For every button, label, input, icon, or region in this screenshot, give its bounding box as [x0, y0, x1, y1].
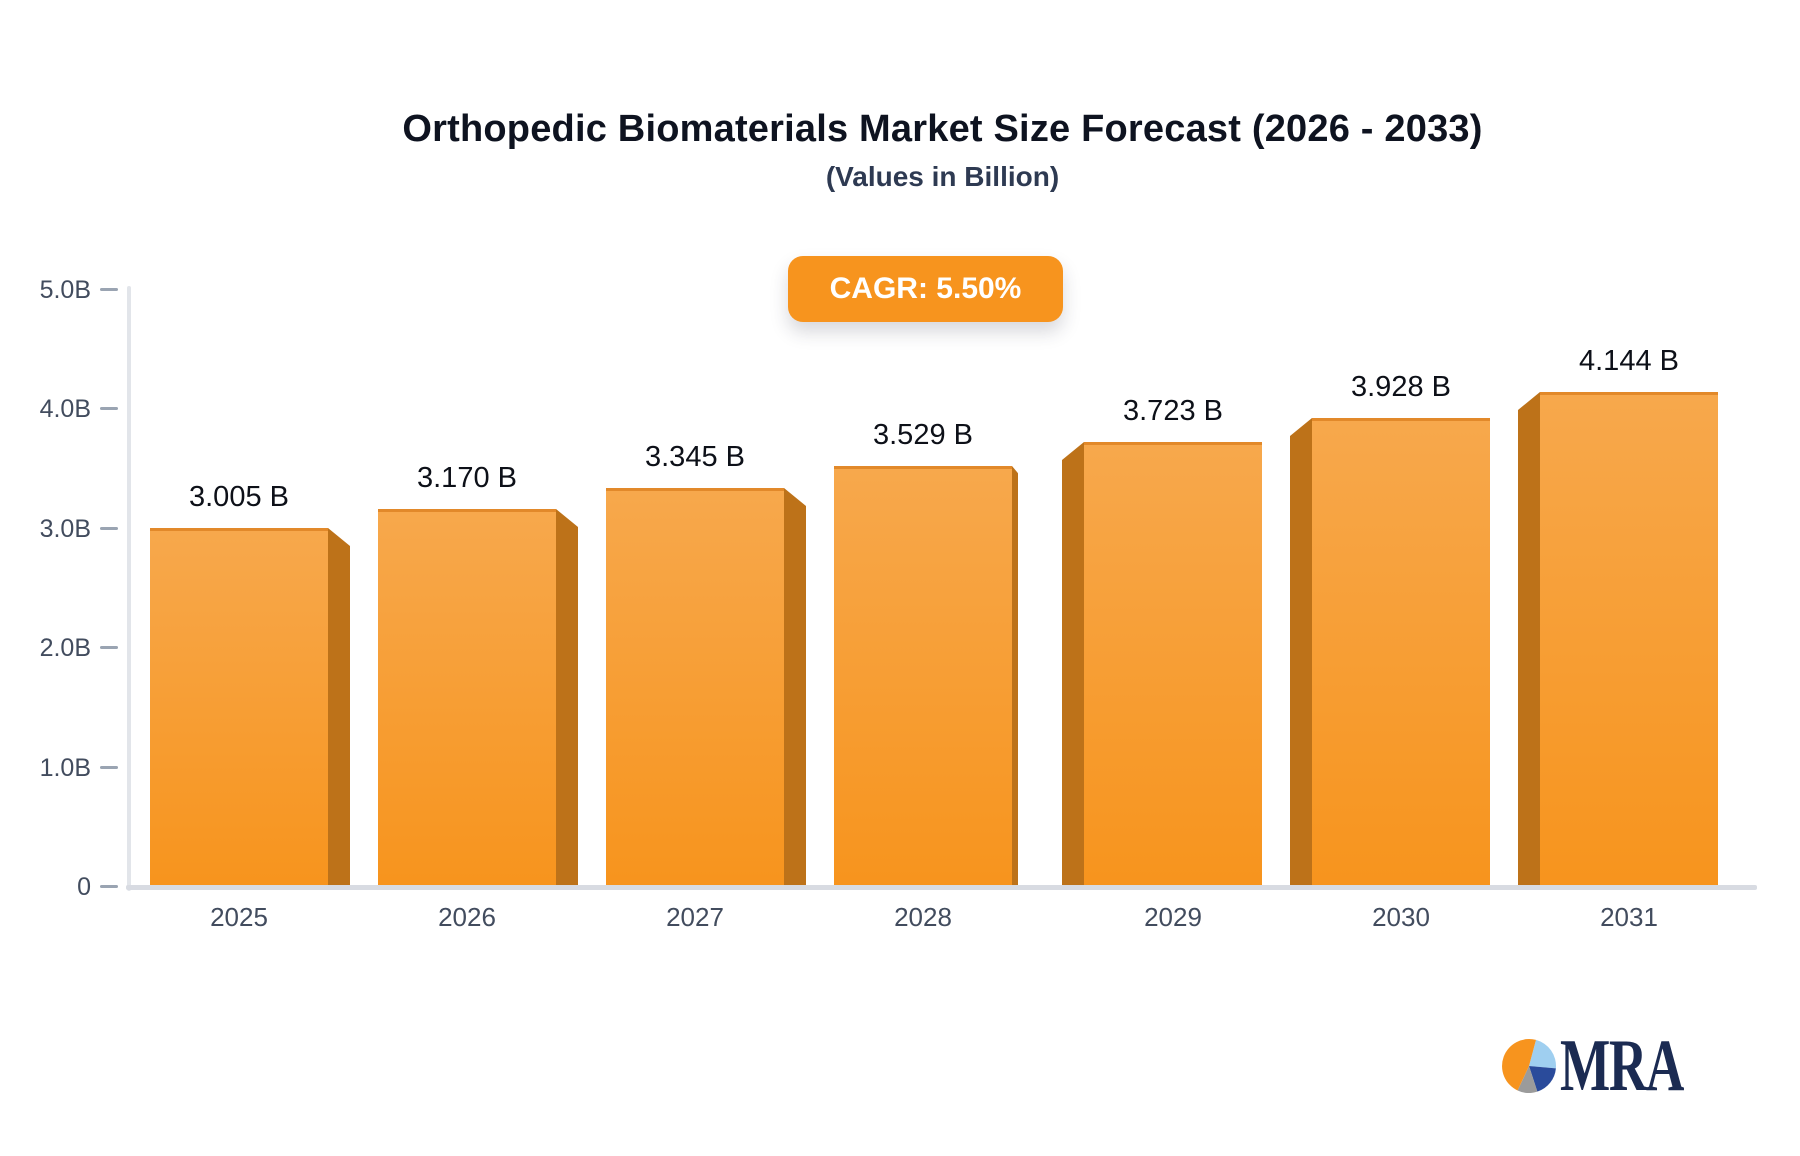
bar-2029 — [1084, 442, 1262, 887]
logo-pie-icon — [1502, 1039, 1556, 1093]
brand-logo: MRA — [1502, 1025, 1731, 1107]
bar-value-label-2028: 3.529 B — [873, 419, 973, 451]
y-axis-label: 0 — [77, 873, 91, 901]
bar-value-label-2026: 3.170 B — [417, 462, 517, 494]
bar-2030 — [1312, 418, 1490, 887]
y-axis-tick — [100, 646, 118, 650]
logo-pie-slice-blue — [1529, 1066, 1556, 1092]
bar-side-2028 — [1012, 466, 1018, 887]
bar-value-label-2031: 4.144 B — [1579, 345, 1679, 377]
bar-value-label-2030: 3.928 B — [1351, 371, 1451, 403]
bar-side-2025 — [328, 528, 350, 887]
bar-side-2026 — [556, 509, 578, 887]
y-axis-label: 3.0B — [39, 514, 91, 543]
y-axis-tick — [100, 526, 118, 530]
y-axis-tick — [100, 885, 118, 888]
y-axis-tick — [100, 765, 118, 769]
chart-subtitle: (Values in Billion) — [825, 161, 1060, 192]
bar-side-2029 — [1062, 442, 1084, 887]
x-axis-label-2025: 2025 — [210, 902, 268, 932]
bar-2026 — [378, 509, 556, 887]
y-axis-label: 5.0B — [39, 276, 91, 304]
logo-pie-slice-gray — [1517, 1066, 1538, 1093]
bar-2027 — [606, 488, 784, 887]
x-axis-label-2026: 2026 — [438, 902, 496, 932]
logo-pie-slice-lightblue — [1529, 1039, 1556, 1069]
cagr-badge: CAGR: 5.50% — [788, 256, 1063, 322]
chart-title: Orthopedic Biomaterials Market Size Fore… — [402, 108, 1483, 150]
bar-2031 — [1540, 392, 1718, 887]
bar-value-label-2027: 3.345 B — [645, 441, 745, 473]
x-axis-label-2028: 2028 — [894, 902, 952, 932]
x-axis-label-2030: 2030 — [1372, 902, 1430, 932]
x-axis-label-2031: 2031 — [1600, 902, 1658, 932]
x-axis-label-2029: 2029 — [1144, 902, 1202, 932]
bar-2028 — [834, 466, 1012, 887]
y-axis-line — [127, 286, 131, 891]
y-axis-label: 1.0B — [39, 753, 91, 782]
y-axis-tick — [100, 288, 118, 291]
y-axis-label: 4.0B — [39, 395, 91, 424]
bar-side-2031 — [1518, 392, 1540, 887]
y-axis-tick — [100, 407, 118, 411]
bar-side-2027 — [784, 488, 806, 887]
bar-side-2030 — [1290, 418, 1312, 887]
bar-value-label-2025: 3.005 B — [189, 481, 289, 513]
y-axis-label: 2.0B — [39, 634, 91, 663]
cagr-badge-label: CAGR: 5.50% — [829, 272, 1022, 305]
bar-value-label-2029: 3.723 B — [1123, 395, 1223, 427]
logo-pie-slice-orange — [1502, 1039, 1536, 1091]
chart-header: Orthopedic Biomaterials Market Size Fore… — [130, 0, 1755, 192]
x-axis-label-2027: 2027 — [666, 902, 724, 932]
logo-text: MRA — [1560, 1025, 1684, 1107]
bar-2025 — [150, 528, 328, 887]
x-axis-line — [126, 885, 1757, 890]
